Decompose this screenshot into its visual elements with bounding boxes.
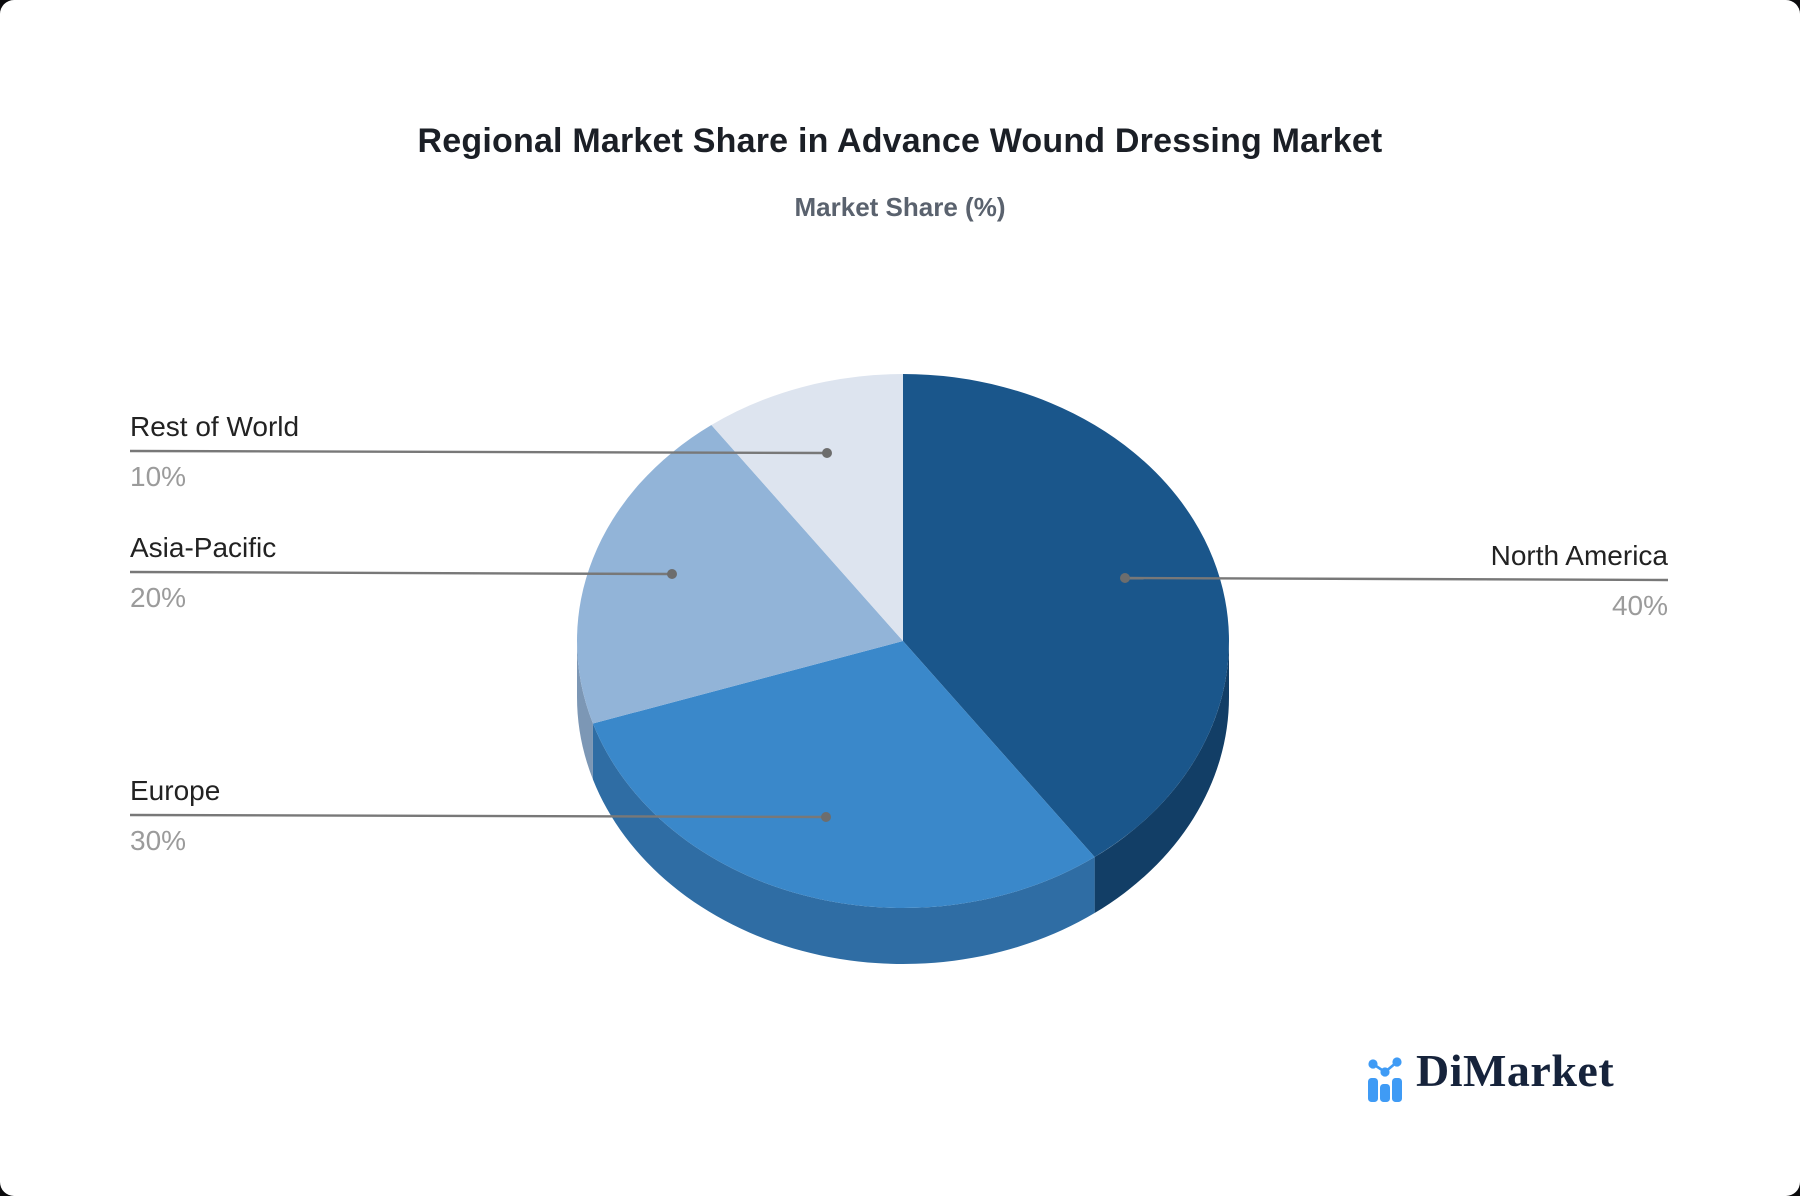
- brand-name: DiMarket: [1416, 1045, 1615, 1096]
- callout-label-north-america: North America: [1490, 540, 1668, 571]
- callout-label-asia-pacific: Asia-Pacific: [130, 532, 277, 563]
- callout-value-rest-of-world: 10%: [130, 461, 187, 492]
- pie-slice-europe: [592, 641, 1095, 908]
- leader-line-north-america: [1124, 576, 1669, 582]
- pie-side-asia-pacific: [577, 641, 593, 780]
- leader-dot-europe: [821, 812, 831, 822]
- chart-subtitle: Market Share (%): [794, 192, 1006, 222]
- callout-label-europe: Europe: [130, 775, 221, 806]
- pie-slice-asia-pacific: [577, 424, 903, 724]
- bar-chart-with-trend-dots-icon: [1368, 1057, 1402, 1102]
- leader-dot-asia-pacific: [667, 569, 677, 579]
- pie-side-north-america: [1094, 641, 1229, 914]
- callout-value-north-america: 40%: [1611, 590, 1668, 621]
- pie-slice-rest-of-world: [711, 374, 903, 641]
- leader-line-asia-pacific: [129, 570, 673, 576]
- leader-dot-rest-of-world: [822, 448, 832, 458]
- callout-label-rest-of-world: Rest of World: [130, 411, 300, 442]
- brand-logo: DiMarket: [1362, 1040, 1682, 1110]
- pie-slice-north-america: [903, 374, 1229, 858]
- pie-side-europe: [592, 723, 1095, 964]
- leader-dot-north-america: [1120, 573, 1130, 583]
- leader-line-rest-of-world: [129, 449, 828, 455]
- chart-title: Regional Market Share in Advance Wound D…: [417, 122, 1383, 160]
- leader-line-europe: [129, 813, 827, 819]
- callout-value-asia-pacific: 20%: [130, 582, 187, 613]
- callout-value-europe: 30%: [130, 825, 187, 856]
